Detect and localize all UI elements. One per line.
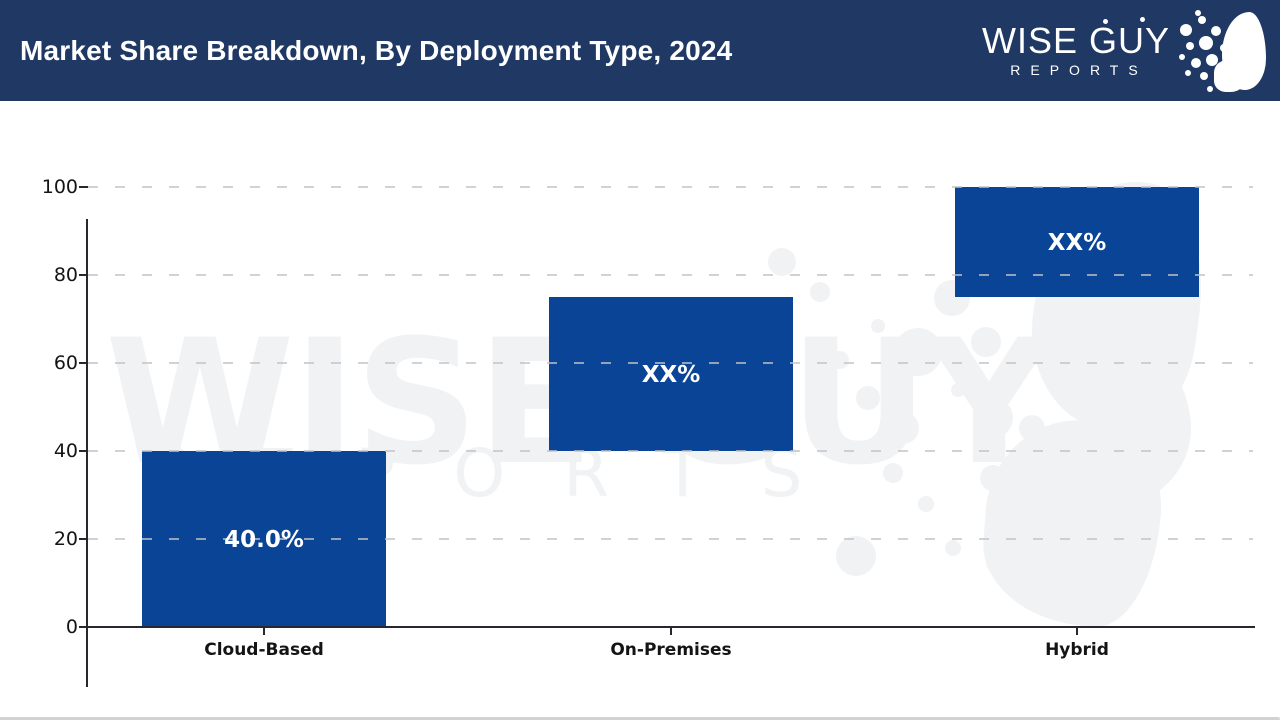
watermark-face-dot	[971, 327, 1001, 357]
bar-value-label: 40.0%	[224, 527, 304, 553]
logo-head-dot	[1180, 23, 1192, 36]
brand-subtitle: REPORTS	[1010, 62, 1148, 78]
logo-head-dot	[1185, 69, 1191, 76]
x-tick-label: Cloud-Based	[204, 640, 324, 660]
chart-area: WISE GUY REPORTS 0 20 40 60 80 100 40.0% Cloud-…	[0, 101, 1280, 717]
x-tick-label: Hybrid	[1045, 640, 1109, 660]
gridline	[88, 274, 1253, 276]
logo-head-dot	[1207, 85, 1213, 92]
gridline	[88, 538, 1253, 540]
watermark-face-dot	[945, 540, 961, 556]
logo-head-dot	[1220, 43, 1228, 52]
y-tick-mark	[79, 186, 88, 188]
x-tick-mark	[670, 628, 672, 635]
logo-accent-dot	[1139, 17, 1145, 22]
gridline	[88, 186, 1253, 188]
logo-head-dot	[1215, 71, 1225, 82]
x-tick-mark	[263, 628, 265, 635]
watermark-face-dot	[883, 463, 903, 483]
brand-head-icon	[1176, 8, 1268, 94]
watermark-face-dot	[973, 398, 1013, 438]
watermark-face-dot	[831, 351, 849, 369]
watermark-face-dot	[894, 328, 942, 376]
y-tick-mark	[79, 450, 88, 452]
watermark-face-dot	[810, 282, 830, 302]
y-axis-line	[86, 219, 88, 687]
x-axis-line	[86, 626, 1255, 628]
brand-logo: WISE GUY REPORTS	[982, 0, 1280, 101]
watermark-face-dot	[918, 496, 934, 512]
brand-name: WISE GUY	[981, 20, 1170, 61]
bar-hybrid	[955, 187, 1199, 297]
watermark-face-dot	[856, 386, 880, 410]
logo-head-dot	[1179, 53, 1185, 60]
watermark-face-dot	[836, 536, 876, 576]
logo-head-dot	[1206, 53, 1218, 66]
logo-head-dot	[1198, 15, 1206, 24]
logo-accent-dot	[1102, 19, 1108, 24]
bar-value-label: XX%	[641, 362, 701, 388]
x-tick-mark	[1076, 628, 1078, 635]
y-tick-label: 40	[53, 440, 78, 462]
watermark-face-dot	[887, 412, 919, 444]
logo-head-dot	[1199, 35, 1213, 50]
y-tick-label: 0	[65, 616, 78, 638]
y-tick-mark	[79, 274, 88, 276]
y-tick-label: 80	[53, 264, 78, 286]
bar-value-label: XX%	[1047, 230, 1107, 256]
y-tick-label: 60	[53, 352, 78, 374]
gridline	[88, 450, 1253, 452]
logo-head-dot	[1200, 71, 1208, 80]
y-tick-mark	[79, 362, 88, 364]
y-tick-mark	[79, 626, 88, 628]
bar-on-premises	[549, 297, 793, 451]
y-tick-label: 100	[41, 176, 78, 198]
y-tick-mark	[79, 538, 88, 540]
watermark-face-dot	[871, 319, 885, 333]
y-tick-label: 20	[53, 528, 78, 550]
logo-head-dot	[1211, 25, 1221, 36]
logo-head-dot	[1191, 57, 1201, 68]
logo-head-dot	[1186, 41, 1194, 50]
page-title: Market Share Breakdown, By Deployment Ty…	[20, 34, 733, 66]
brand-logo-text: WISE GUY REPORTS	[981, 17, 1170, 78]
watermark-face-dot	[951, 383, 965, 397]
gridline	[88, 362, 1253, 364]
logo-head-dot	[1195, 9, 1201, 16]
watermark-face-dot	[768, 248, 796, 276]
header: Market Share Breakdown, By Deployment Ty…	[0, 0, 1280, 101]
x-tick-label: On-Premises	[610, 640, 732, 660]
